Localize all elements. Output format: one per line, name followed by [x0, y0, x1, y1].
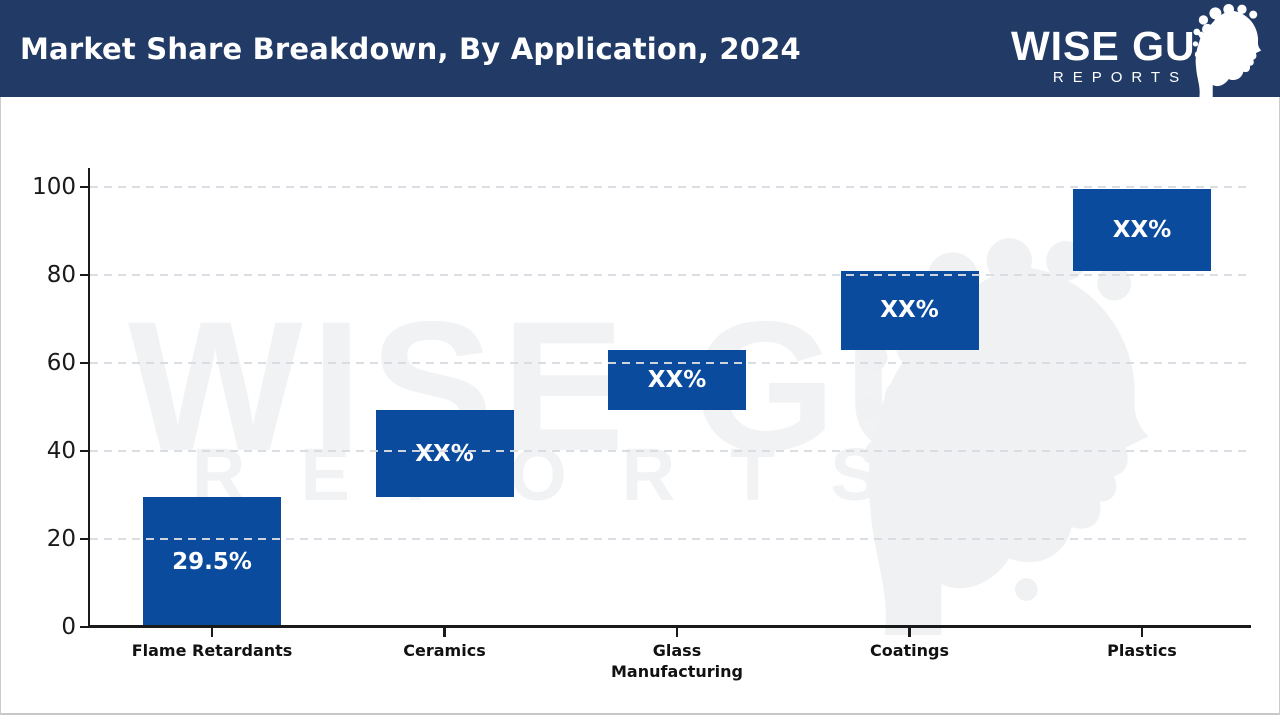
y-tick-mark-60 — [80, 361, 89, 365]
x-tick-mark-3 — [908, 628, 911, 637]
gridline-y40 — [90, 450, 1250, 452]
bar-value-label: XX% — [647, 366, 707, 393]
y-tick-label-0: 0 — [61, 614, 76, 640]
bar-glass-manufacturing: XX% — [608, 349, 746, 411]
x-tick-mark-0 — [210, 628, 214, 637]
x-axis-label-flame-retardants: Flame Retardants — [131, 641, 293, 660]
x-axis-label-coatings: Coatings — [869, 641, 950, 660]
gridline-y20 — [90, 538, 1250, 540]
x-axis-line — [87, 625, 1251, 628]
y-tick-label-40: 40 — [46, 438, 76, 464]
bar-coatings: XX% — [840, 271, 979, 350]
bar-value-label: XX% — [1112, 216, 1172, 243]
bar-ceramics: XX% — [375, 410, 514, 498]
x-axis-label-plastics: Plastics — [1107, 641, 1177, 660]
x-tick-mark-2 — [675, 628, 679, 637]
x-tick-mark-4 — [1140, 628, 1144, 637]
bar-value-label: XX% — [880, 297, 939, 324]
page-title: Market Share Breakdown, By Application, … — [20, 31, 801, 66]
y-tick-label-80: 80 — [46, 262, 76, 288]
logo-text: WISE GUY REPORTS — [1010, 23, 1224, 86]
y-axis-line — [87, 168, 90, 628]
y-tick-label-100: 100 — [32, 174, 76, 200]
logo-head-icon — [1192, 4, 1262, 97]
header-banner: Market Share Breakdown, By Application, … — [0, 0, 1280, 97]
y-tick-mark-100 — [80, 185, 89, 189]
x-tick-mark-1 — [443, 628, 446, 637]
logo-wordmark: WISE GUY — [1010, 23, 1224, 69]
logo-subtitle: REPORTS — [1052, 69, 1189, 86]
bar-value-label: 29.5% — [172, 549, 252, 576]
bar-plastics: XX% — [1073, 188, 1211, 272]
y-tick-label-20: 20 — [46, 526, 76, 552]
gridline-y80 — [90, 274, 1250, 276]
y-tick-label-60: 60 — [46, 350, 76, 376]
y-tick-mark-0 — [80, 625, 89, 629]
gridline-y60 — [90, 362, 1250, 364]
watermark-subtitle: REPORTS — [192, 433, 935, 516]
bar-value-label: XX% — [415, 440, 474, 467]
x-axis-label-ceramics: Ceramics — [403, 641, 486, 660]
wise-guy-logo: WISE GUY REPORTS — [1010, 4, 1270, 97]
y-tick-mark-40 — [80, 449, 89, 453]
x-axis-label-glass-manufacturing: Glass Manufacturing — [611, 641, 743, 681]
y-tick-mark-80 — [80, 273, 89, 277]
gridline-y100 — [90, 186, 1250, 188]
bar-flame-retardants: 29.5% — [143, 497, 281, 627]
y-tick-mark-20 — [80, 537, 89, 541]
